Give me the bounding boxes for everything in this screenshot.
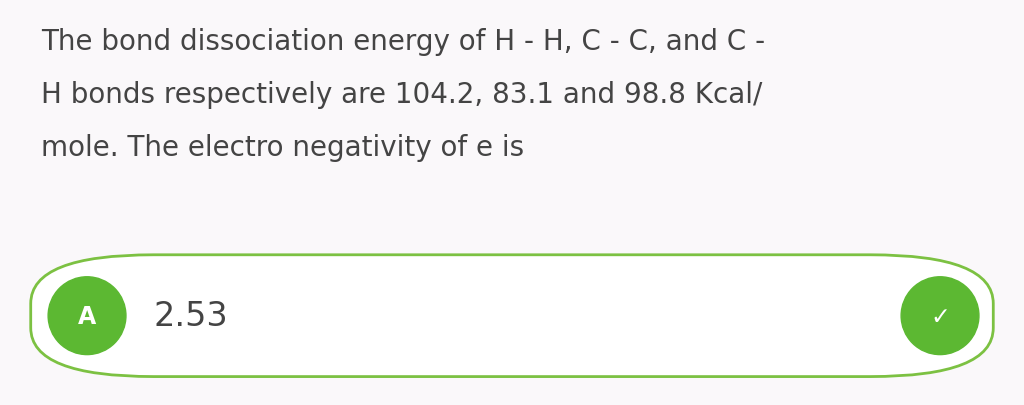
Text: ✓: ✓ bbox=[930, 304, 950, 328]
Text: A: A bbox=[78, 304, 96, 328]
Text: 2.53: 2.53 bbox=[154, 299, 228, 333]
FancyBboxPatch shape bbox=[31, 255, 993, 377]
Ellipse shape bbox=[48, 277, 126, 355]
Text: The bond dissociation energy of H - H, C - C, and C -: The bond dissociation energy of H - H, C… bbox=[41, 28, 765, 56]
Ellipse shape bbox=[901, 277, 979, 355]
Text: mole. The electro negativity of e is: mole. The electro negativity of e is bbox=[41, 134, 524, 162]
Text: H bonds respectively are 104.2, 83.1 and 98.8 Kcal/: H bonds respectively are 104.2, 83.1 and… bbox=[41, 81, 762, 109]
